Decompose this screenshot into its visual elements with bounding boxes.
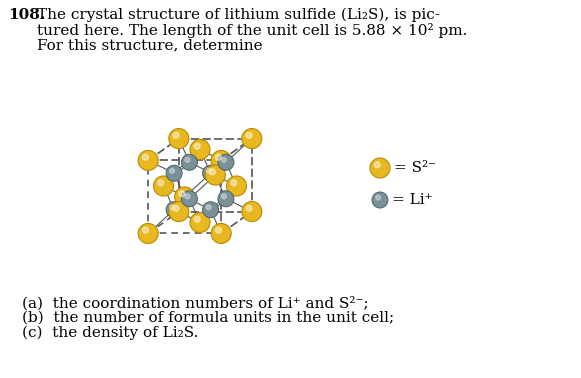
Circle shape [242,201,262,222]
Circle shape [203,202,218,218]
Text: = S²⁻: = S²⁻ [394,161,436,175]
Text: (b)  the number of formula units in the unit cell;: (b) the number of formula units in the u… [22,311,394,325]
Circle shape [185,158,190,162]
Circle shape [138,150,158,170]
Circle shape [221,194,227,199]
Circle shape [211,223,231,243]
Circle shape [370,158,390,178]
Circle shape [181,191,198,207]
Circle shape [231,180,236,186]
Circle shape [218,154,234,170]
Circle shape [218,191,234,207]
Circle shape [169,129,189,149]
Circle shape [211,150,231,170]
Text: 108.: 108. [8,8,45,22]
Circle shape [216,154,221,160]
Circle shape [181,154,198,170]
Circle shape [375,195,381,200]
Circle shape [157,180,164,186]
Circle shape [221,158,227,162]
Text: (c)  the density of Li₂S.: (c) the density of Li₂S. [22,326,198,341]
Circle shape [153,176,174,196]
Circle shape [205,165,225,185]
Circle shape [166,202,182,218]
Circle shape [203,165,218,181]
Circle shape [170,205,174,210]
Text: The crystal structure of lithium sulfide (Li₂S), is pic-: The crystal structure of lithium sulfide… [37,8,440,22]
Circle shape [246,205,252,211]
Circle shape [216,227,221,233]
Circle shape [185,194,190,199]
Circle shape [194,143,200,149]
Text: (a)  the coordination numbers of Li⁺ and S²⁻;: (a) the coordination numbers of Li⁺ and … [22,296,368,310]
Circle shape [194,216,200,222]
Circle shape [372,192,388,208]
Text: = Li⁺: = Li⁺ [392,193,433,207]
Circle shape [190,212,210,232]
Circle shape [142,227,148,233]
Circle shape [190,139,210,160]
Text: tured here. The length of the unit cell is 5.88 × 10² pm.: tured here. The length of the unit cell … [37,23,467,38]
Circle shape [169,201,189,222]
Circle shape [138,223,158,243]
Circle shape [206,169,211,173]
Circle shape [374,162,380,168]
Circle shape [142,154,148,160]
Circle shape [166,165,182,181]
Circle shape [170,169,174,173]
Circle shape [175,187,195,207]
Circle shape [246,132,252,138]
Circle shape [242,129,262,149]
Circle shape [206,205,211,210]
Circle shape [210,169,216,175]
Text: For this structure, determine: For this structure, determine [37,38,263,52]
Circle shape [179,191,185,197]
Circle shape [173,132,179,138]
Circle shape [227,176,246,196]
Circle shape [173,205,179,211]
